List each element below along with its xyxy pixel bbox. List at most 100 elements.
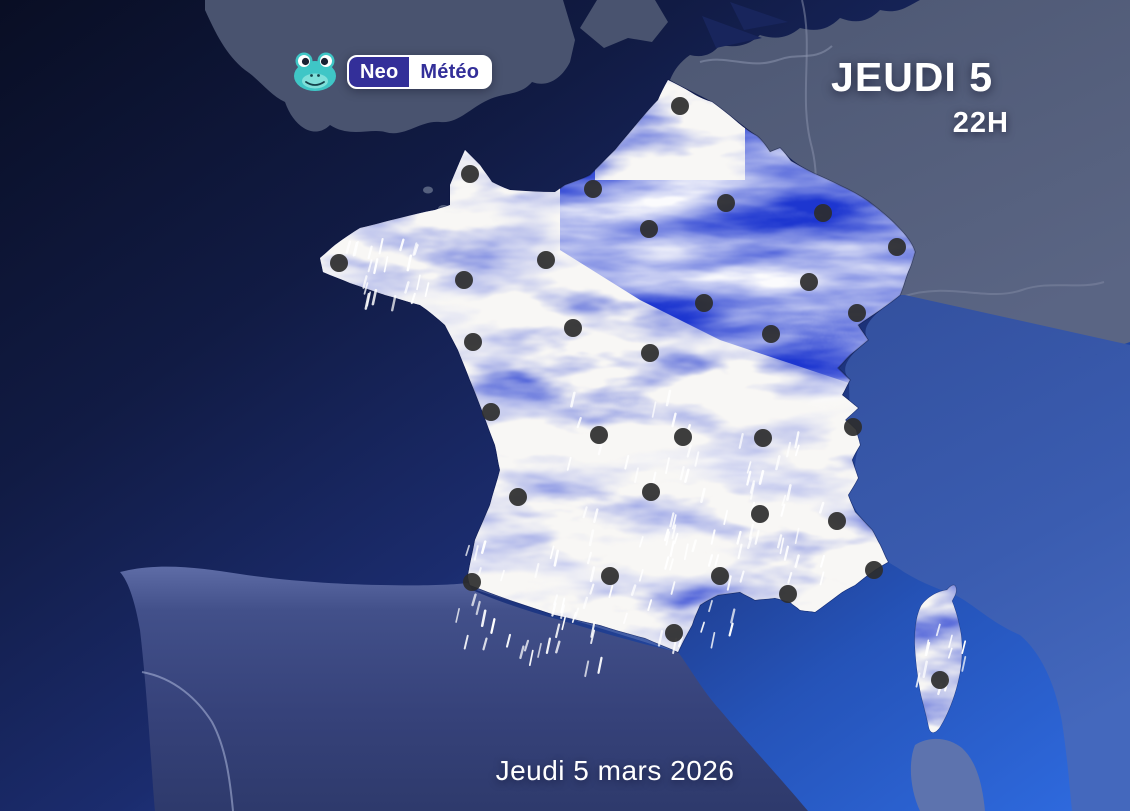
city-dot xyxy=(828,512,846,530)
rain-streak xyxy=(746,461,752,474)
rain-streak xyxy=(787,571,793,584)
rain-streak xyxy=(465,544,470,557)
rain-streak xyxy=(624,454,630,470)
rain-streak xyxy=(673,532,679,545)
rain-streak xyxy=(523,639,530,652)
rain-streak xyxy=(500,569,505,582)
city-dot xyxy=(642,483,660,501)
rain-streak xyxy=(670,581,676,595)
rain-streak xyxy=(482,637,488,651)
rain-streak xyxy=(473,545,479,561)
rain-streak xyxy=(748,523,754,541)
rain-streak xyxy=(597,656,603,674)
rain-streak xyxy=(738,432,744,449)
rain-streak xyxy=(700,487,706,503)
rain-streak xyxy=(412,242,418,256)
rain-streak xyxy=(665,457,670,475)
city-dot xyxy=(931,671,949,689)
rain-streak xyxy=(545,637,552,655)
rain-streak xyxy=(775,455,781,471)
rain-streak xyxy=(553,594,559,606)
rain-streak xyxy=(669,512,675,528)
city-dot xyxy=(464,333,482,351)
rain-streak xyxy=(574,607,580,619)
rain-streak xyxy=(505,633,512,648)
rain-streak xyxy=(553,549,560,567)
rain-streak xyxy=(948,634,953,648)
rain-streak xyxy=(780,503,786,517)
rain-streak xyxy=(679,465,685,481)
england-kent-landmass xyxy=(580,0,668,48)
rain-streak xyxy=(723,509,729,525)
rain-streak xyxy=(455,607,460,623)
rain-streak xyxy=(590,629,596,645)
forecast-hour-label: 22H xyxy=(952,107,1009,139)
rain-streak xyxy=(371,288,378,306)
rain-streak xyxy=(730,608,736,624)
brand-name-meteo: Météo xyxy=(409,57,491,87)
rain-streak xyxy=(551,602,557,617)
rain-streak xyxy=(961,655,967,672)
city-dot xyxy=(671,97,689,115)
rain-streak xyxy=(686,444,692,458)
city-dot xyxy=(482,403,500,421)
rain-streak xyxy=(560,604,566,619)
rain-streak xyxy=(366,291,372,307)
rain-streak xyxy=(665,389,672,407)
zeeland-inlet xyxy=(702,2,788,48)
rain-streak xyxy=(708,600,713,613)
rain-streak xyxy=(480,540,487,554)
city-dot xyxy=(754,429,772,447)
rain-streak xyxy=(416,274,421,291)
rain-streak xyxy=(582,596,589,610)
continental-landmass xyxy=(670,0,1130,362)
rain-streak xyxy=(818,501,825,514)
rain-streak xyxy=(630,584,637,596)
rain-streak xyxy=(694,451,700,467)
rain-streak xyxy=(736,530,742,545)
rain-streak xyxy=(399,238,405,252)
rain-streak xyxy=(622,612,628,625)
spain-landmass xyxy=(120,566,808,811)
city-dot xyxy=(800,273,818,291)
city-dot xyxy=(640,220,658,238)
rain-streak xyxy=(555,623,561,639)
rain-streak xyxy=(671,514,677,530)
rain-streak xyxy=(566,456,572,471)
rain-streak xyxy=(707,554,714,567)
city-dots-layer xyxy=(330,97,949,689)
rain-streak xyxy=(593,508,599,524)
rain-streak xyxy=(367,259,373,273)
rain-streak xyxy=(534,562,540,579)
rain-streak xyxy=(935,623,941,637)
rain-streak xyxy=(961,640,967,655)
rain-streak xyxy=(413,244,419,256)
city-dot xyxy=(537,251,555,269)
city-dot xyxy=(779,585,797,603)
rain-streak xyxy=(590,621,596,638)
rain-streak xyxy=(549,545,555,560)
rain-streak xyxy=(354,240,359,256)
rain-streak xyxy=(561,616,567,631)
rain-streak xyxy=(410,292,416,305)
rain-streak xyxy=(576,416,582,429)
city-dot xyxy=(814,204,832,222)
city-dot xyxy=(330,254,348,272)
rain-streak xyxy=(754,529,760,545)
rain-streak xyxy=(390,294,397,312)
rain-streak xyxy=(560,597,566,614)
rain-streak xyxy=(657,629,664,647)
rain-streak xyxy=(671,524,677,540)
city-dot xyxy=(564,319,582,337)
channel-island xyxy=(423,186,433,194)
rain-streak xyxy=(588,529,595,547)
rain-streak xyxy=(726,575,732,591)
rain-streak xyxy=(363,282,369,295)
city-dot xyxy=(601,567,619,585)
brand-logo: Neo Météo xyxy=(292,52,493,92)
rain-streak xyxy=(584,660,590,678)
rain-streak xyxy=(651,401,657,418)
rain-streak xyxy=(739,570,745,583)
rain-streak xyxy=(947,647,953,659)
rain-streak xyxy=(714,554,720,567)
